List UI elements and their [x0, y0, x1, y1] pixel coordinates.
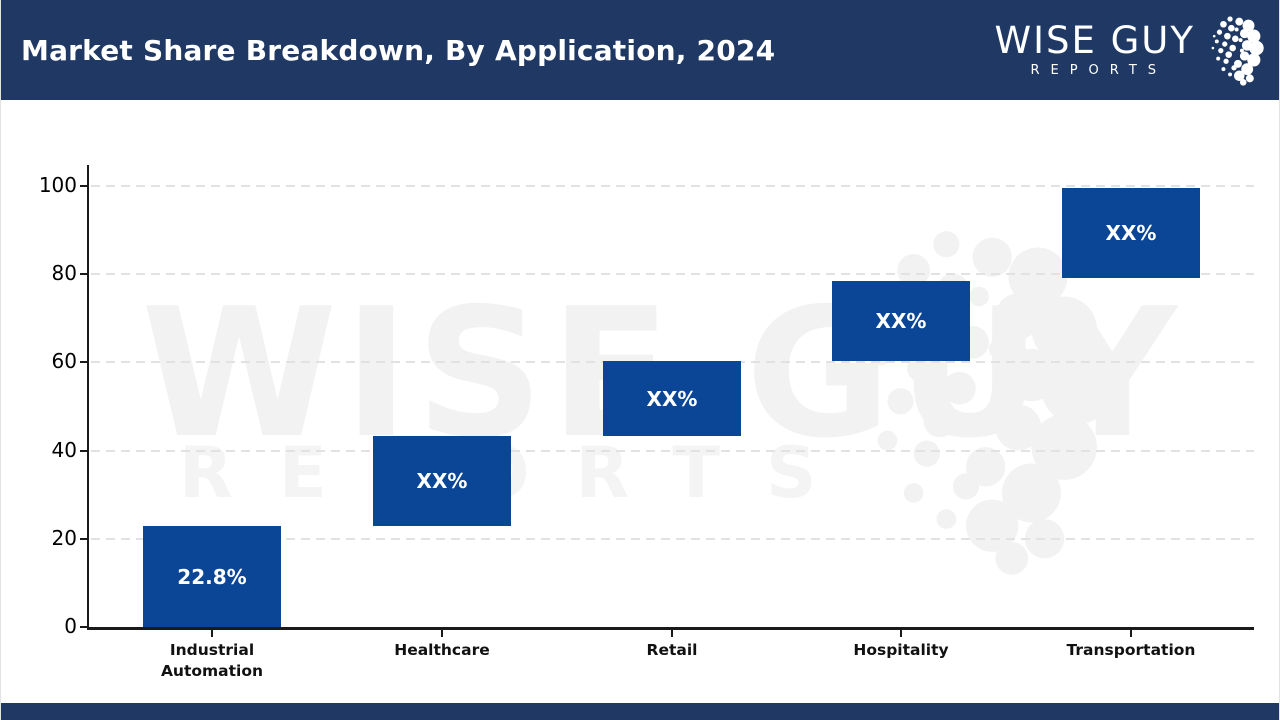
bar-healthcare: XX% [373, 436, 511, 527]
x-tick-4 [1130, 630, 1132, 637]
y-tick-label-40: 40 [51, 437, 77, 462]
bar-value-label: XX% [1105, 221, 1157, 246]
gridline-80 [91, 273, 1254, 276]
bar-hospitality: XX% [832, 280, 970, 362]
x-tick-2 [671, 630, 673, 637]
bar-value-label: XX% [646, 386, 698, 411]
y-tick-label-100: 100 [38, 173, 77, 197]
y-axis-line [87, 165, 89, 629]
gridline-20 [91, 537, 1254, 540]
logo-text: WISE GUY REPORTS [994, 19, 1195, 78]
gridline-40 [91, 449, 1254, 452]
logo-wordmark: WISE GUY [994, 19, 1195, 63]
bar-industrial-automation: 22.8% [143, 526, 281, 627]
header-bar: Market Share Breakdown, By Application, … [1, 0, 1279, 100]
y-tick-100 [80, 185, 89, 187]
x-category-label: Healthcare [394, 641, 490, 659]
x-tick-3 [900, 630, 902, 637]
gridline-100 [91, 185, 1254, 187]
y-tick-label-60: 60 [51, 349, 77, 374]
y-tick-80 [80, 273, 89, 276]
y-tick-label-80: 80 [51, 261, 77, 286]
bar-transportation: XX% [1062, 188, 1200, 279]
bar-value-label: XX% [416, 469, 468, 494]
bar-value-label: 22.8% [177, 564, 247, 589]
y-tick-20 [80, 537, 89, 540]
x-category-label: Retail [646, 641, 698, 659]
y-tick-60 [80, 361, 89, 364]
logo-head-icon [1211, 16, 1264, 86]
x-axis-line [87, 627, 1254, 630]
x-tick-1 [441, 630, 443, 637]
bar-retail: XX% [603, 361, 741, 437]
y-tick-40 [80, 449, 89, 452]
bar-value-label: XX% [875, 308, 927, 333]
y-tick-0 [80, 626, 89, 628]
wise-guy-reports-logo: WISE GUY REPORTS [994, 12, 1279, 88]
y-tick-label-20: 20 [51, 525, 77, 550]
footer-bar [1, 703, 1279, 720]
x-category-label: Hospitality [853, 641, 949, 659]
y-tick-label-0: 0 [64, 614, 77, 638]
x-tick-0 [211, 630, 213, 637]
logo-subtitle: REPORTS [1030, 62, 1168, 78]
page-title: Market Share Breakdown, By Application, … [21, 33, 776, 67]
x-category-label: Industrial Automation [160, 641, 264, 680]
x-category-label: Transportation [1066, 641, 1196, 659]
